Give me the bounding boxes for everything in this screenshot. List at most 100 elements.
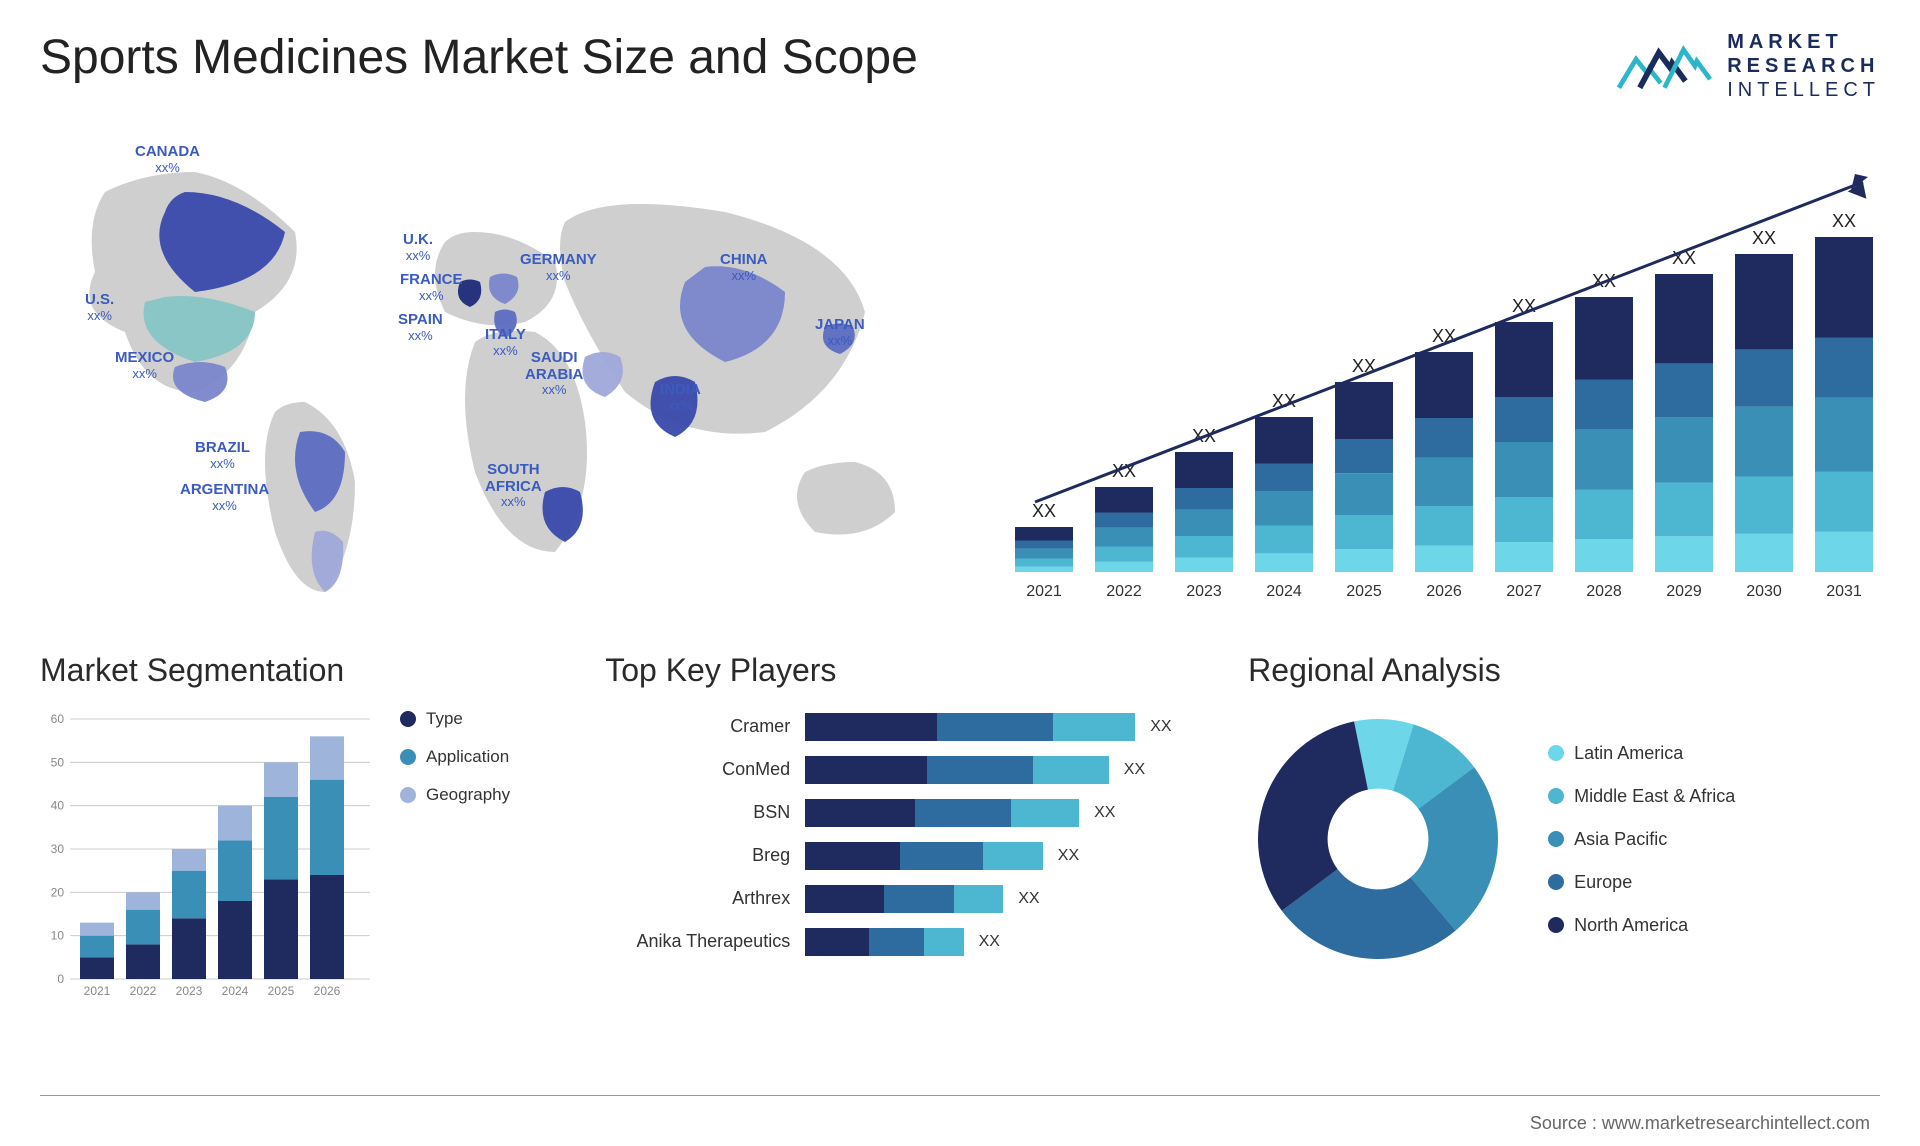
player-name: BSN [605,802,805,823]
logo-line1: MARKET [1727,30,1880,54]
player-bar-segment [924,928,964,956]
svg-text:2023: 2023 [176,984,203,998]
player-name: Anika Therapeutics [605,931,805,952]
map-label-argentina: ARGENTINAxx% [180,482,269,513]
player-value: XX [979,933,1000,951]
svg-text:0: 0 [57,972,64,986]
map-label-france: FRANCExx% [400,272,463,303]
svg-text:2022: 2022 [1106,583,1142,600]
map-label-india: INDIAxx% [660,382,701,413]
player-name: ConMed [605,759,805,780]
legend-item: Asia Pacific [1548,829,1735,850]
map-label-canada: CANADAxx% [135,144,200,175]
player-row: BSNXX [605,795,1198,830]
players-chart: CramerXXConMedXXBSNXXBregXXArthrexXXAnik… [605,709,1198,959]
page-title: Sports Medicines Market Size and Scope [40,30,918,85]
legend-item: North America [1548,915,1735,936]
legend-swatch-icon [1548,874,1564,890]
players-title: Top Key Players [605,652,1198,689]
legend-item: Latin America [1548,743,1735,764]
player-bar-segment [869,928,924,956]
player-bar-segment [900,842,983,870]
world-map: CANADAxx%U.S.xx%MEXICOxx%BRAZILxx%ARGENT… [40,132,950,612]
brand-logo: MARKET RESEARCH INTELLECT [1617,30,1880,102]
player-bar [805,885,1003,913]
segmentation-panel: Market Segmentation 01020304050602021202… [40,652,555,1052]
header: Sports Medicines Market Size and Scope M… [40,30,1880,102]
player-bar-segment [884,885,953,913]
svg-text:2023: 2023 [1186,583,1222,600]
player-row: Anika Therapeutics XX [605,924,1198,959]
svg-text:XX: XX [1032,501,1056,521]
player-bar-segment [1033,756,1109,784]
map-label-u-s-: U.S.xx% [85,292,114,323]
legend-label: Middle East & Africa [1574,786,1735,807]
player-bar-segment [927,756,1033,784]
svg-text:2021: 2021 [1026,583,1062,600]
map-label-italy: ITALYxx% [485,327,526,358]
legend-label: Asia Pacific [1574,829,1667,850]
map-label-japan: JAPANxx% [815,317,865,348]
legend-item: Middle East & Africa [1548,786,1735,807]
svg-text:XX: XX [1832,211,1856,231]
svg-text:2029: 2029 [1666,583,1702,600]
regional-legend: Latin America Middle East & Africa Asia Pa… [1548,743,1735,936]
svg-text:2031: 2031 [1826,583,1862,600]
map-label-mexico: MEXICOxx% [115,350,174,381]
legend-label: Type [426,709,463,729]
source-text: Source : www.marketresearchintellect.com [1530,1113,1870,1134]
svg-text:2024: 2024 [222,984,249,998]
segmentation-title: Market Segmentation [40,652,555,689]
map-label-spain: SPAINxx% [398,312,443,343]
segmentation-chart: 0102030405060202120222023202420252026 [40,709,370,1009]
legend-item: Application [400,747,510,767]
player-value: XX [1058,847,1079,865]
legend-swatch-icon [1548,831,1564,847]
map-label-south-africa: SOUTHAFRICAxx% [485,462,542,509]
player-bar-segment [805,713,937,741]
player-bar-segment [805,885,884,913]
map-label-saudi-arabia: SAUDIARABIAxx% [525,350,583,397]
svg-text:2028: 2028 [1586,583,1622,600]
logo-line3: INTELLECT [1727,78,1880,102]
svg-text:60: 60 [51,712,65,726]
player-name: Breg [605,845,805,866]
segmentation-legend: Type Application Geography [400,709,510,1009]
bottom-row: Market Segmentation 01020304050602021202… [40,652,1880,1052]
player-value: XX [1018,890,1039,908]
player-row: ConMedXX [605,752,1198,787]
svg-text:30: 30 [51,842,65,856]
growth-bar-chart: XX2021XX2022XX2023XX2024XX2025XX2026XX20… [1010,132,1880,612]
legend-item: Geography [400,785,510,805]
player-bar-segment [805,928,868,956]
svg-text:2026: 2026 [1426,583,1462,600]
logo-line2: RESEARCH [1727,54,1880,78]
player-name: Cramer [605,716,805,737]
player-bar [805,842,1043,870]
player-bar-segment [805,756,926,784]
svg-text:2030: 2030 [1746,583,1782,600]
player-bar-segment [937,713,1053,741]
player-bar-segment [915,799,1011,827]
svg-text:20: 20 [51,885,65,899]
svg-text:2024: 2024 [1266,583,1302,600]
logo-text: MARKET RESEARCH INTELLECT [1727,30,1880,102]
legend-label: Geography [426,785,510,805]
player-row: Breg XX [605,838,1198,873]
svg-text:50: 50 [51,755,65,769]
legend-swatch-icon [400,711,416,727]
map-label-china: CHINAxx% [720,252,768,283]
player-bar-segment [954,885,1004,913]
player-bar-segment [805,842,900,870]
player-bar-segment [983,842,1042,870]
legend-label: North America [1574,915,1688,936]
legend-item: Type [400,709,510,729]
svg-text:2025: 2025 [268,984,295,998]
player-bar-segment [805,799,915,827]
svg-text:2026: 2026 [314,984,341,998]
players-panel: Top Key Players CramerXXConMedXXBSNXXBre… [605,652,1198,1052]
logo-peaks-icon [1617,34,1712,99]
legend-swatch-icon [400,787,416,803]
player-bar [805,713,1135,741]
legend-swatch-icon [1548,745,1564,761]
